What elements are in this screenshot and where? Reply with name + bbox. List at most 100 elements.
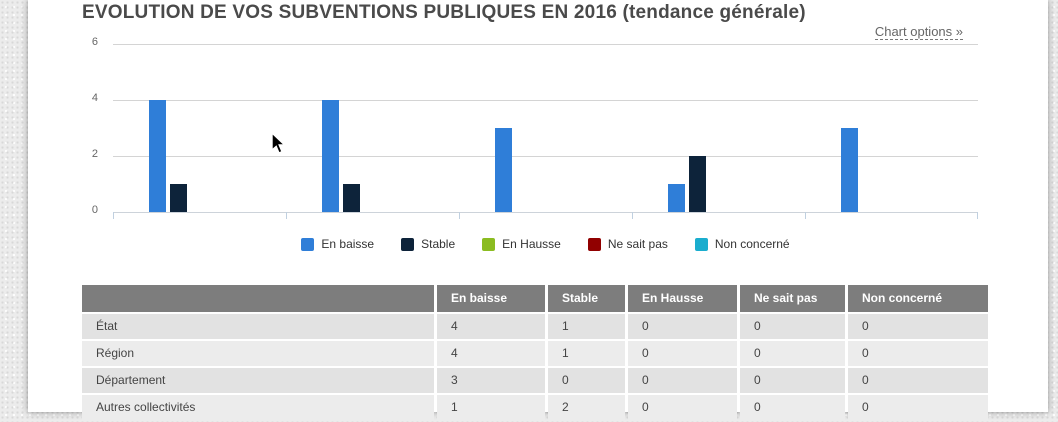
bar-Stable-État[interactable]	[170, 184, 188, 212]
table-header-row: En baisse Stable En Hausse Ne sait pas Non c…	[82, 285, 988, 312]
bar-slot	[708, 44, 729, 212]
mouse-cursor-icon	[271, 132, 287, 154]
table-value-cell: 0	[628, 314, 737, 339]
bar-group-Région	[286, 44, 459, 212]
table-header-cell	[82, 285, 434, 312]
row-label: Département	[82, 368, 434, 393]
bar-En baisse-État[interactable]	[149, 100, 167, 212]
bar-slot	[840, 44, 861, 212]
bar-slot	[168, 44, 189, 212]
table-value-cell: 4	[437, 341, 545, 366]
table-value-cell: 1	[548, 314, 625, 339]
table-value-cell: 2	[548, 395, 625, 420]
bar-slot	[667, 44, 688, 212]
table-value-cell: 0	[628, 341, 737, 366]
chart-legend: En baisse Stable En Hausse Ne sait pas Non c…	[113, 237, 978, 251]
bar-slot	[923, 44, 944, 212]
bar-slot	[860, 44, 881, 212]
table-row-Autres collectivités: Autres collectivités 1 2 0 0 0	[82, 395, 988, 420]
bar-slot	[210, 44, 231, 212]
y-axis-label-0: 0	[91, 204, 98, 216]
x-axis-tick	[459, 212, 460, 219]
bar-slot	[341, 44, 362, 212]
x-axis-tick	[805, 212, 806, 219]
page-title: EVOLUTION DE VOS SUBVENTIONS PUBLIQUES E…	[82, 2, 806, 23]
row-label: Région	[82, 341, 434, 366]
legend-label: Non concerné	[714, 237, 790, 251]
table-row-Département: Département 3 0 0 0 0	[82, 368, 988, 393]
x-axis-tick	[113, 212, 114, 219]
bar-group-État	[113, 44, 286, 212]
legend-swatch-icon	[694, 237, 708, 251]
bar-slot	[404, 44, 425, 212]
legend-label: Ne sait pas	[607, 237, 668, 251]
bar-Stable-Région[interactable]	[343, 184, 361, 212]
table-row-Région: Région 4 1 0 0 0	[82, 341, 988, 366]
legend-item-Ne sait pas[interactable]: Ne sait pas	[587, 237, 668, 251]
legend-item-En Hausse[interactable]: En Hausse	[482, 237, 561, 251]
legend-item-Stable[interactable]: Stable	[401, 237, 455, 251]
bar-En baisse-Région[interactable]	[322, 100, 340, 212]
table-value-cell: 0	[740, 395, 845, 420]
table-value-cell: 0	[628, 395, 737, 420]
table-header-cell: Ne sait pas	[740, 285, 845, 312]
legend-swatch-icon	[301, 237, 315, 251]
bar-slot	[577, 44, 598, 212]
bar-groups	[113, 44, 978, 212]
table-header-cell: Stable	[548, 285, 625, 312]
x-axis-tick	[632, 212, 633, 219]
bar-group-category-5	[805, 44, 978, 212]
bar-slot	[514, 44, 535, 212]
bar-slot	[750, 44, 771, 212]
legend-label: En baisse	[321, 237, 375, 251]
chart-options-link[interactable]: Chart options »	[874, 24, 963, 40]
table-value-cell: 1	[437, 395, 545, 420]
table-value-cell: 0	[848, 341, 988, 366]
table-value-cell: 3	[437, 368, 545, 393]
content-panel: EVOLUTION DE VOS SUBVENTIONS PUBLIQUES E…	[28, 0, 1048, 420]
bar-En baisse-Département[interactable]	[495, 128, 513, 212]
table-header-cell: En Hausse	[628, 285, 737, 312]
bar-En baisse-category-5[interactable]	[841, 128, 859, 212]
x-axis-tick	[286, 212, 287, 219]
bar-slot	[729, 44, 750, 212]
bar-En baisse-Autres collectivités[interactable]	[668, 184, 686, 212]
table-row-État: État 4 1 0 0 0	[82, 314, 988, 339]
bar-slot	[556, 44, 577, 212]
legend-item-Non concerné[interactable]: Non concerné	[694, 237, 790, 251]
table-header-cell: En baisse	[437, 285, 545, 312]
bar-Stable-Autres collectivités[interactable]	[689, 156, 707, 212]
y-axis-label-4: 4	[91, 92, 98, 104]
gridline-6	[113, 44, 978, 45]
bar-slot	[687, 44, 708, 212]
table-value-cell: 0	[740, 314, 845, 339]
gridline-2	[113, 156, 978, 157]
legend-swatch-icon	[401, 237, 415, 251]
legend-swatch-icon	[482, 237, 496, 251]
legend-item-En baisse[interactable]: En baisse	[301, 237, 374, 251]
bar-slot	[535, 44, 556, 212]
bar-slot	[189, 44, 210, 212]
bar-slot	[902, 44, 923, 212]
bar-slot	[383, 44, 404, 212]
table-value-cell: 0	[848, 314, 988, 339]
bar-slot	[231, 44, 252, 212]
table-value-cell: 0	[848, 368, 988, 393]
table-value-cell: 1	[548, 341, 625, 366]
bar-group-Autres collectivités	[632, 44, 805, 212]
bar-group-Département	[459, 44, 632, 212]
bar-slot	[881, 44, 902, 212]
legend-label: Stable	[421, 237, 456, 251]
data-table: En baisse Stable En Hausse Ne sait pas Non c…	[82, 285, 988, 422]
y-axis-label-2: 2	[91, 148, 98, 160]
table-value-cell: 0	[848, 395, 988, 420]
bar-slot	[148, 44, 169, 212]
bar-slot	[494, 44, 515, 212]
table-value-cell: 4	[437, 314, 545, 339]
legend-swatch-icon	[587, 237, 601, 251]
table-header-cell: Non concerné	[848, 285, 988, 312]
table-value-cell: 0	[548, 368, 625, 393]
legend-label: En Hausse	[502, 237, 561, 251]
gridline-4	[113, 100, 978, 101]
